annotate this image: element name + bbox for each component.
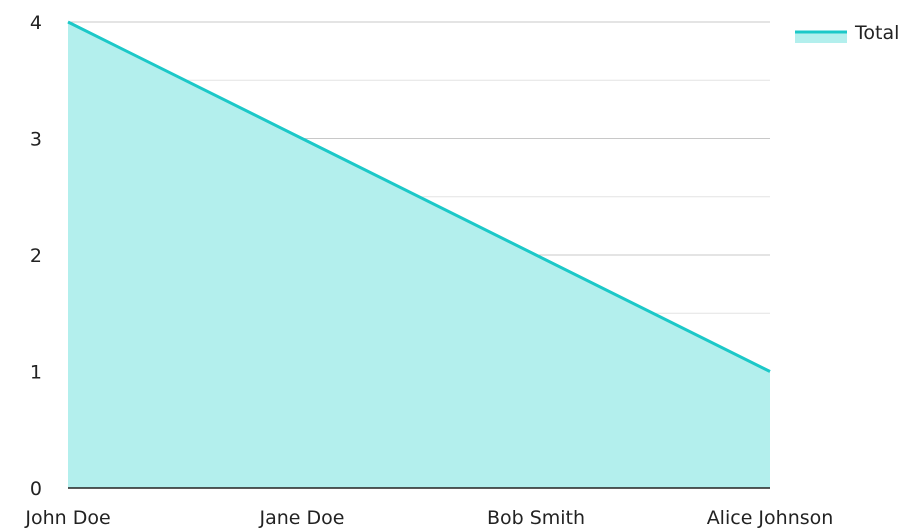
y-tick-label: 4 — [30, 12, 42, 34]
y-tick-label: 3 — [30, 129, 42, 151]
x-tick-label: Alice Johnson — [707, 507, 834, 529]
y-tick-label: 0 — [30, 478, 42, 500]
y-tick-label: 1 — [30, 362, 42, 384]
series-area-total — [68, 22, 770, 488]
x-tick-label: Bob Smith — [487, 507, 585, 529]
legend-label-total: Total — [854, 22, 899, 44]
x-tick-label: Jane Doe — [259, 507, 345, 529]
legend-swatch-total — [795, 31, 847, 43]
series-line-total — [67, 20, 771, 373]
x-axis-tick-labels: John Doe Jane Doe Bob Smith Alice Johnson — [24, 507, 833, 529]
y-axis-tick-labels: 0 1 2 3 4 — [30, 12, 42, 500]
series-area — [67, 20, 771, 488]
legend: Total — [795, 22, 899, 44]
y-tick-label: 2 — [30, 245, 42, 267]
x-tick-label: John Doe — [24, 507, 110, 529]
